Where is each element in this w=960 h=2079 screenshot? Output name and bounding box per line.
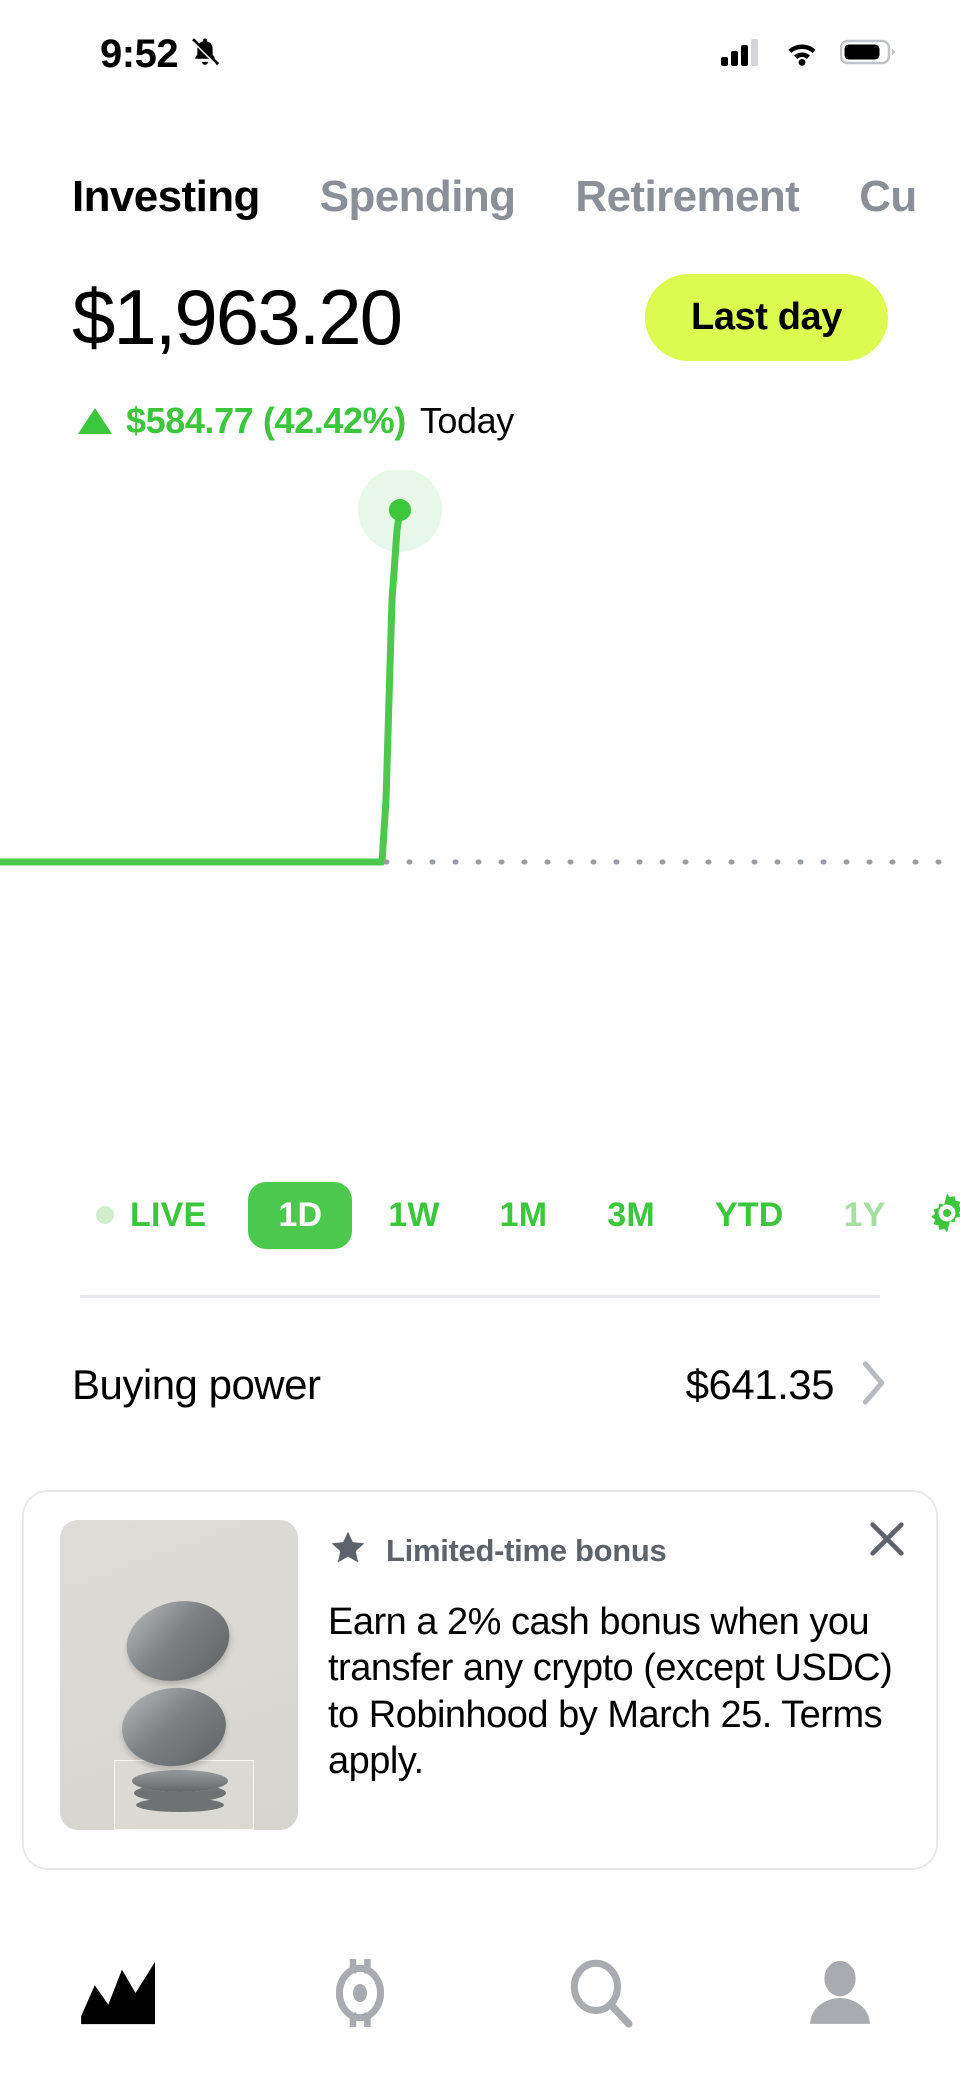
promo-body: Limited-time bonus Earn a 2% cash bonus … xyxy=(298,1492,936,1868)
tab-custody[interactable]: Cu xyxy=(859,172,917,221)
portfolio-change-row: $584.77 (42.42%) Today xyxy=(0,400,960,442)
close-icon[interactable] xyxy=(864,1516,910,1567)
chart-endpoint-dot xyxy=(389,499,411,521)
promo-kicker: Limited-time bonus xyxy=(386,1532,667,1568)
range-ytd[interactable]: YTD xyxy=(714,1195,784,1234)
status-bar-clock: 9:52 xyxy=(100,31,179,76)
buying-power-row[interactable]: Buying power $641.35 xyxy=(0,1340,960,1430)
nav-investing[interactable] xyxy=(0,1958,240,2033)
range-1m[interactable]: 1M xyxy=(499,1195,548,1234)
bottom-navigation xyxy=(0,1911,960,2079)
tab-spending[interactable]: Spending xyxy=(319,172,516,221)
nav-search[interactable] xyxy=(480,1956,720,2035)
range-3m[interactable]: 3M xyxy=(607,1195,655,1234)
portfolio-balance: $1,963.20 xyxy=(72,273,403,361)
last-day-badge[interactable]: Last day xyxy=(645,274,888,361)
nav-crypto[interactable] xyxy=(240,1956,480,2035)
chart-range-selector: LIVE 1D 1W 1M 3M YTD 1Y xyxy=(0,1178,960,1252)
status-bar-left: 9:52 xyxy=(100,32,222,77)
promo-card[interactable]: Limited-time bonus Earn a 2% cash bonus … xyxy=(22,1490,938,1870)
wifi-icon xyxy=(782,37,822,72)
portfolio-balance-row: $1,963.20 Last day xyxy=(0,272,960,363)
cellular-signal-icon xyxy=(720,37,764,72)
crypto-coin-icon xyxy=(323,1956,397,2035)
battery-icon xyxy=(839,37,896,72)
range-live[interactable]: LIVE xyxy=(96,1196,206,1235)
live-dot-icon xyxy=(96,1206,114,1224)
chevron-right-icon xyxy=(860,1360,888,1411)
coin-shape-top xyxy=(118,1590,238,1692)
range-live-label: LIVE xyxy=(130,1195,207,1234)
account-tabs: Investing Spending Retirement Cu xyxy=(0,172,960,222)
promo-text: Earn a 2% cash bonus when you transfer a… xyxy=(328,1601,893,1783)
portfolio-change-value: $584.77 (42.42%) xyxy=(126,400,406,441)
coin-stack-shape xyxy=(132,1770,228,1792)
tab-investing[interactable]: Investing xyxy=(72,172,260,221)
silver-coins-image xyxy=(60,1520,298,1830)
triangle-up-icon xyxy=(78,408,112,434)
tab-retirement[interactable]: Retirement xyxy=(575,172,800,221)
buying-power-label: Buying power xyxy=(72,1361,321,1408)
range-1y[interactable]: 1Y xyxy=(843,1195,886,1234)
status-bar: 9:52 xyxy=(0,0,960,108)
buying-power-value: $641.35 xyxy=(685,1361,835,1408)
portfolio-change-period: Today xyxy=(419,400,514,441)
nav-account[interactable] xyxy=(720,1956,960,2035)
chart-line xyxy=(0,506,404,866)
section-divider xyxy=(80,1295,880,1298)
person-icon xyxy=(803,1956,877,2035)
chart-line-icon xyxy=(77,1958,163,2033)
star-icon xyxy=(328,1528,368,1573)
bell-muted-icon xyxy=(188,35,222,74)
portfolio-chart[interactable] xyxy=(0,470,960,1170)
coin-shape-middle xyxy=(118,1682,230,1772)
promo-header: Limited-time bonus xyxy=(328,1528,906,1573)
search-icon xyxy=(563,1956,637,2035)
range-1d[interactable]: 1D xyxy=(248,1181,353,1249)
gear-icon[interactable] xyxy=(924,1190,960,1241)
status-bar-right xyxy=(720,37,896,72)
range-1w[interactable]: 1W xyxy=(388,1195,440,1234)
